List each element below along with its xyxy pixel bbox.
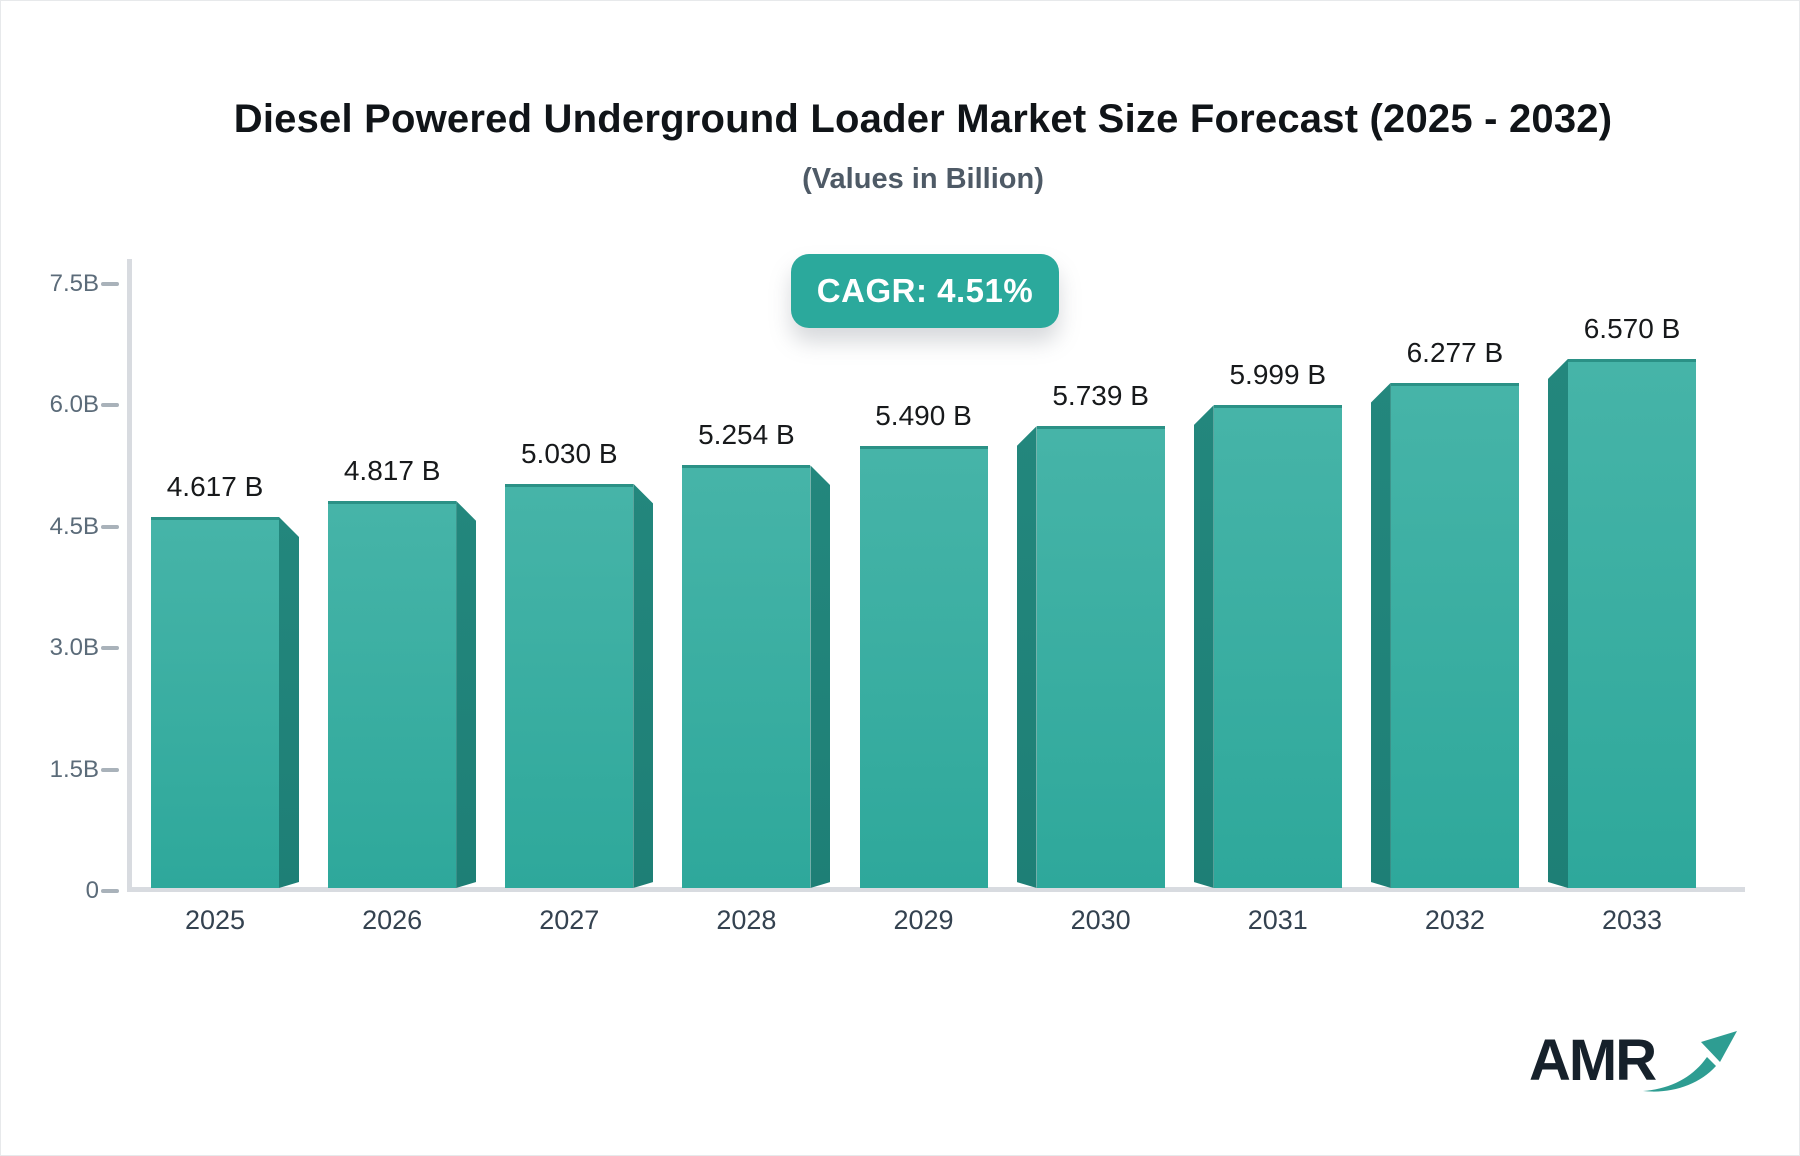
bar-2028	[682, 465, 811, 888]
x-tick-label: 2029	[893, 905, 954, 935]
bar-value-label: 6.570 B	[1583, 312, 1681, 344]
x-axis-line	[127, 887, 1745, 892]
y-tick-dash	[101, 524, 119, 529]
bar-side-face	[633, 484, 653, 888]
x-tick-label: 2030	[1070, 905, 1131, 935]
y-tick-label: 6.0B	[49, 391, 99, 418]
bar-side-face	[1017, 426, 1037, 888]
bar-2026	[328, 500, 457, 888]
amr-logo-text: AMR	[1529, 1028, 1657, 1093]
y-tick-label: 3.0B	[49, 634, 99, 661]
growth-arrow-icon	[1643, 1031, 1737, 1092]
y-tick-label: 7.5B	[49, 269, 99, 297]
bar-2032	[1390, 382, 1519, 888]
x-tick-label: 2026	[362, 905, 423, 935]
bar-value-label: 5.490 B	[875, 400, 972, 432]
bar-value-label: 4.617 B	[166, 471, 264, 503]
bar-value-label: 4.817 B	[343, 454, 441, 486]
bar-2030	[1036, 426, 1165, 888]
bar-side-face	[279, 517, 299, 888]
y-tick-dash	[101, 281, 119, 286]
y-tick-label: 1.5B	[49, 755, 99, 783]
x-tick-label: 2032	[1424, 905, 1485, 935]
y-tick-dash	[101, 403, 119, 407]
y-tick-dash	[101, 767, 119, 772]
bar-2025	[151, 517, 279, 888]
bar-side-face	[1548, 359, 1568, 888]
x-tick-label: 2033	[1601, 905, 1663, 935]
bar-2033	[1568, 358, 1696, 888]
y-tick-label: 0	[85, 877, 99, 904]
bar-value-label: 6.277 B	[1406, 336, 1504, 368]
x-tick-label: 2028	[716, 905, 777, 935]
y-tick-dash	[101, 646, 119, 650]
bar-2027	[505, 483, 634, 888]
bar-2029	[859, 446, 988, 888]
amr-logo: AMR	[1529, 1027, 1737, 1107]
x-tick-label: 2031	[1247, 905, 1308, 935]
bar-side-face	[810, 465, 830, 888]
bar-value-label: 5.999 B	[1229, 359, 1327, 391]
x-tick-label: 2027	[539, 905, 600, 935]
bar-side-face	[456, 501, 476, 888]
bar-side-face	[1371, 383, 1391, 888]
bar-value-label: 5.254 B	[698, 419, 795, 451]
cagr-badge: CAGR: 4.51%	[791, 254, 1059, 328]
chart-title: Diesel Powered Underground Loader Market…	[233, 97, 1613, 141]
cagr-badge-label: CAGR: 4.51%	[816, 272, 1034, 309]
y-tick-dash	[101, 889, 119, 893]
bar-side-face	[1194, 405, 1214, 888]
bar-2031	[1213, 405, 1342, 888]
chart-subtitle: (Values in Billion)	[802, 163, 1044, 195]
x-tick-label: 2025	[184, 905, 246, 935]
y-axis-line	[127, 259, 132, 892]
bar-value-label: 5.739 B	[1052, 380, 1149, 412]
y-tick-label: 4.5B	[49, 512, 99, 540]
bar-value-label: 5.030 B	[520, 437, 618, 469]
